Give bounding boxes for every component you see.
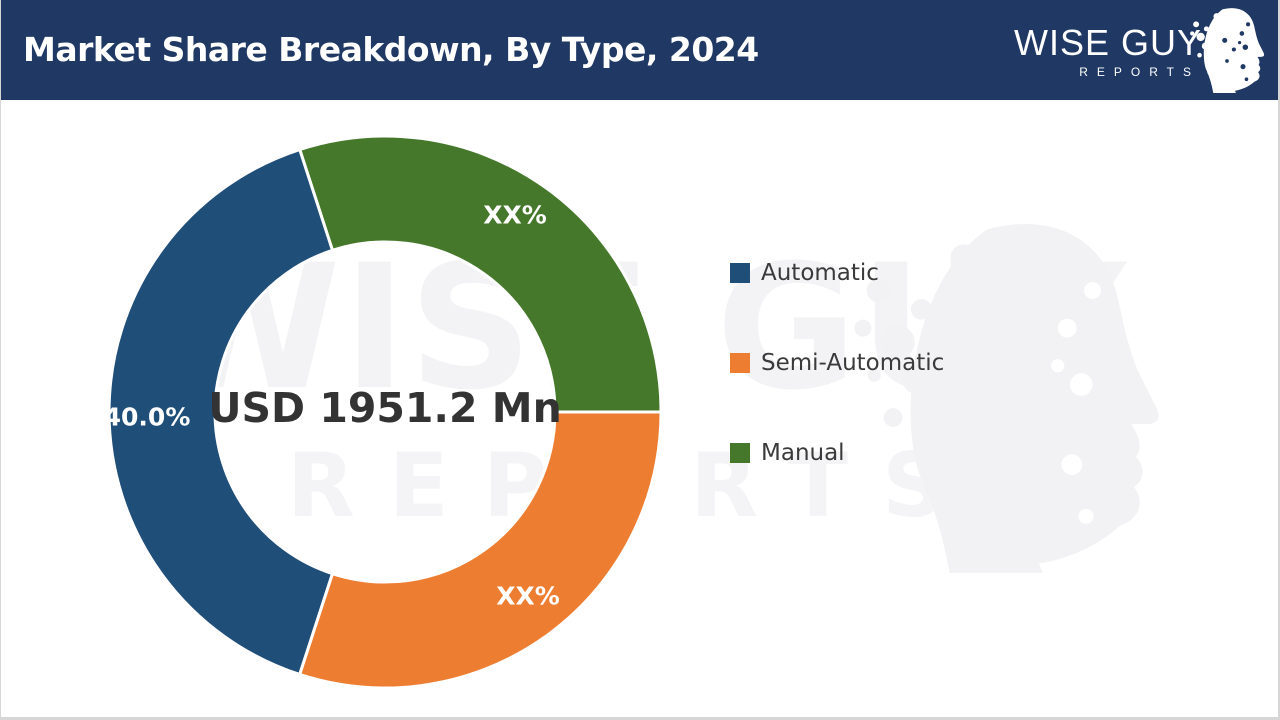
donut-slice-semi-automatic xyxy=(298,410,663,690)
donut-slice-automatic xyxy=(107,148,334,676)
slice-label-manual: XX% xyxy=(483,200,547,230)
logo-head-icon xyxy=(1190,8,1265,93)
legend-label-manual: Manual xyxy=(761,440,845,466)
legend-item-manual: Manual xyxy=(730,440,944,466)
legend-label-semi-automatic: Semi-Automatic xyxy=(761,350,945,376)
legend-swatch-automatic xyxy=(730,263,750,283)
logo-subtitle: REPORTS xyxy=(1079,65,1200,79)
legend-swatch-semi-automatic xyxy=(730,353,750,373)
page-title: Market Share Breakdown, By Type, 2024 xyxy=(23,30,759,69)
logo-wordmark: WISE GUY xyxy=(1013,22,1202,63)
legend-item-semi-automatic: Semi-Automatic xyxy=(730,350,944,376)
chart-legend: Automatic Semi-Automatic Manual xyxy=(730,260,944,530)
donut-center-value: USD 1951.2 Mn xyxy=(208,384,562,432)
legend-label-automatic: Automatic xyxy=(761,260,879,286)
legend-item-automatic: Automatic xyxy=(730,260,944,286)
logo-text: WISE GUY REPORTS xyxy=(1013,22,1202,80)
donut-chart xyxy=(107,134,663,690)
donut-slice-manual xyxy=(298,134,663,414)
slice-label-semi-automatic: XX% xyxy=(496,581,560,611)
slice-label-automatic: 40.0% xyxy=(103,402,191,432)
wiseguy-logo: WISE GUY REPORTS xyxy=(1014,6,1266,93)
watermark-head-icon xyxy=(854,223,1159,573)
header: Market Share Breakdown, By Type, 2024 WI… xyxy=(1,0,1278,100)
legend-swatch-manual xyxy=(730,443,750,463)
